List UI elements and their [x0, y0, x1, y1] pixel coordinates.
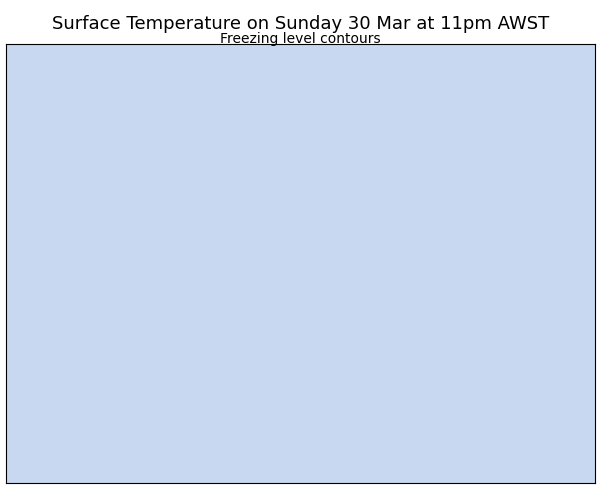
- Text: Freezing level contours: Freezing level contours: [220, 32, 381, 46]
- Text: Surface Temperature on Sunday 30 Mar at 11pm AWST: Surface Temperature on Sunday 30 Mar at …: [52, 15, 549, 33]
